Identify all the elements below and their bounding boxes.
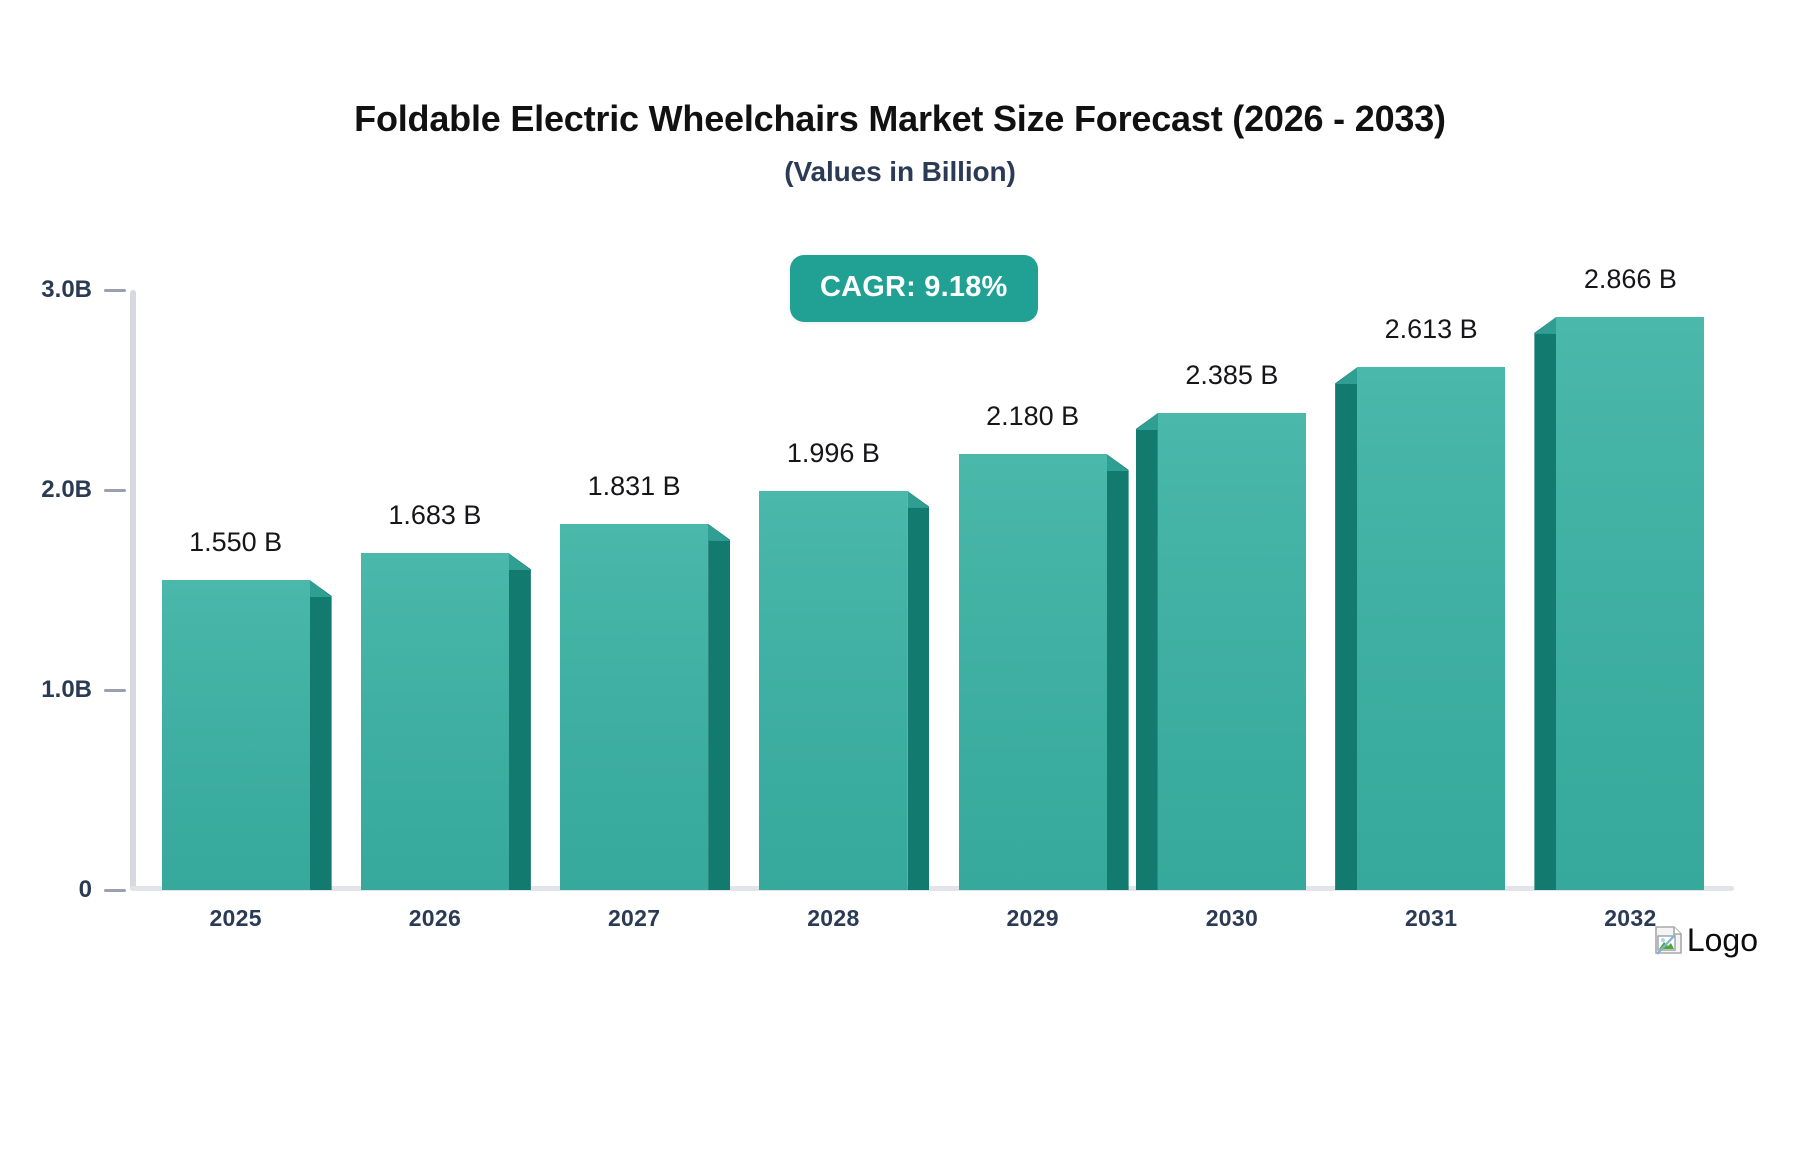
plot-area: 0 1.0B 2.0B 3.0B 1.550 B 1.683 B 1.831 B 1.996… xyxy=(41,264,1734,903)
bar[interactable] xyxy=(958,454,1129,890)
x-axis-labels: 2025 2026 2027 2028 2029 2030 2031 2032 xyxy=(136,905,1730,945)
broken-image-icon xyxy=(1655,926,1682,955)
bar[interactable] xyxy=(360,553,531,890)
x-axis-label: 2030 xyxy=(1205,905,1259,931)
logo-text: Logo xyxy=(1686,922,1758,958)
bar-value-label: 1.996 B xyxy=(786,437,880,468)
bar-front-face xyxy=(1556,316,1705,890)
bar-value-label: 2.613 B xyxy=(1384,314,1478,345)
y-axis-tick-label: 3.0B xyxy=(41,276,92,303)
y-axis-line xyxy=(130,290,136,890)
bar-value-label: 1.831 B xyxy=(587,470,681,501)
y-axis-tick-label: 1.0B xyxy=(41,676,92,703)
y-axis-tick-dash xyxy=(104,489,126,493)
bar[interactable] xyxy=(1135,413,1306,890)
bar-value-label: 2.180 B xyxy=(986,401,1080,431)
bar-value-label: 1.550 B xyxy=(189,527,283,557)
y-axis-tick-label: 2.0B xyxy=(41,476,92,503)
bar[interactable] xyxy=(560,523,731,890)
y-axis-tick-dash xyxy=(104,289,126,293)
bar-group[interactable]: 2.180 B xyxy=(958,290,1129,890)
bar-group[interactable]: 2.385 B xyxy=(1135,290,1306,890)
x-axis-label: 2032 xyxy=(1604,905,1657,931)
bar-front-face xyxy=(759,490,908,890)
y-axis-tick: 2.0B xyxy=(18,476,126,504)
bar-side-face xyxy=(907,490,930,890)
bar-series: 1.550 B 1.683 B 1.831 B 1.996 B 2.180 B 2.385… xyxy=(136,264,1730,890)
x-axis-line xyxy=(130,886,1734,891)
chart-subtitle: (Values in Billion) xyxy=(784,156,1016,188)
bar-value-label: 2.866 B xyxy=(1583,263,1677,294)
x-axis-label: 2029 xyxy=(1006,905,1059,931)
bar-front-face xyxy=(1357,367,1506,890)
y-axis-tick-dash xyxy=(104,689,126,693)
bar-value-label: 2.385 B xyxy=(1185,360,1279,390)
x-axis-label: 2026 xyxy=(408,905,462,931)
bar-side-face xyxy=(508,553,531,890)
bar-side-face xyxy=(1106,454,1129,890)
cagr-badge: CAGR: 9.18% xyxy=(790,255,1038,322)
y-axis-tick-dash xyxy=(104,889,126,893)
bar-side-face xyxy=(1534,316,1557,890)
bar-side-face xyxy=(1335,367,1358,890)
bar-front-face xyxy=(1157,413,1306,890)
bar-front-face xyxy=(958,454,1107,890)
x-axis-label: 2025 xyxy=(209,905,262,931)
bar-group[interactable]: 1.996 B xyxy=(759,290,930,890)
bar-group[interactable]: 1.831 B xyxy=(560,290,731,890)
bar-front-face xyxy=(360,553,509,890)
bar-group[interactable]: 1.683 B xyxy=(360,290,531,890)
bar-front-face xyxy=(560,523,709,890)
chart-title: Foldable Electric Wheelchairs Market Siz… xyxy=(354,98,1446,139)
bar-side-face xyxy=(708,523,731,890)
bar[interactable] xyxy=(1534,316,1705,890)
bar[interactable] xyxy=(759,490,930,890)
logo: Logo xyxy=(1653,924,1758,956)
bar-side-face xyxy=(309,580,332,890)
y-axis-tick: 0 xyxy=(18,876,126,904)
x-axis-label: 2031 xyxy=(1404,905,1458,931)
y-axis-tick: 1.0B xyxy=(18,676,126,704)
bar-value-label: 1.683 B xyxy=(388,500,482,531)
bar-side-face xyxy=(1135,413,1158,890)
y-axis-tick: 3.0B xyxy=(18,276,126,304)
bar-group[interactable]: 1.550 B xyxy=(161,290,332,890)
x-axis-label: 2027 xyxy=(607,905,661,931)
y-axis-tick-label: 0 xyxy=(78,876,92,903)
bar[interactable] xyxy=(161,580,332,890)
bar[interactable] xyxy=(1335,367,1506,890)
bar-group[interactable]: 2.613 B xyxy=(1335,290,1506,890)
bar-group[interactable]: 2.866 B xyxy=(1534,264,1705,890)
title-block: Foldable Electric Wheelchairs Market Siz… xyxy=(0,98,1800,188)
bar-front-face xyxy=(161,580,310,890)
x-axis-label: 2028 xyxy=(807,905,860,931)
